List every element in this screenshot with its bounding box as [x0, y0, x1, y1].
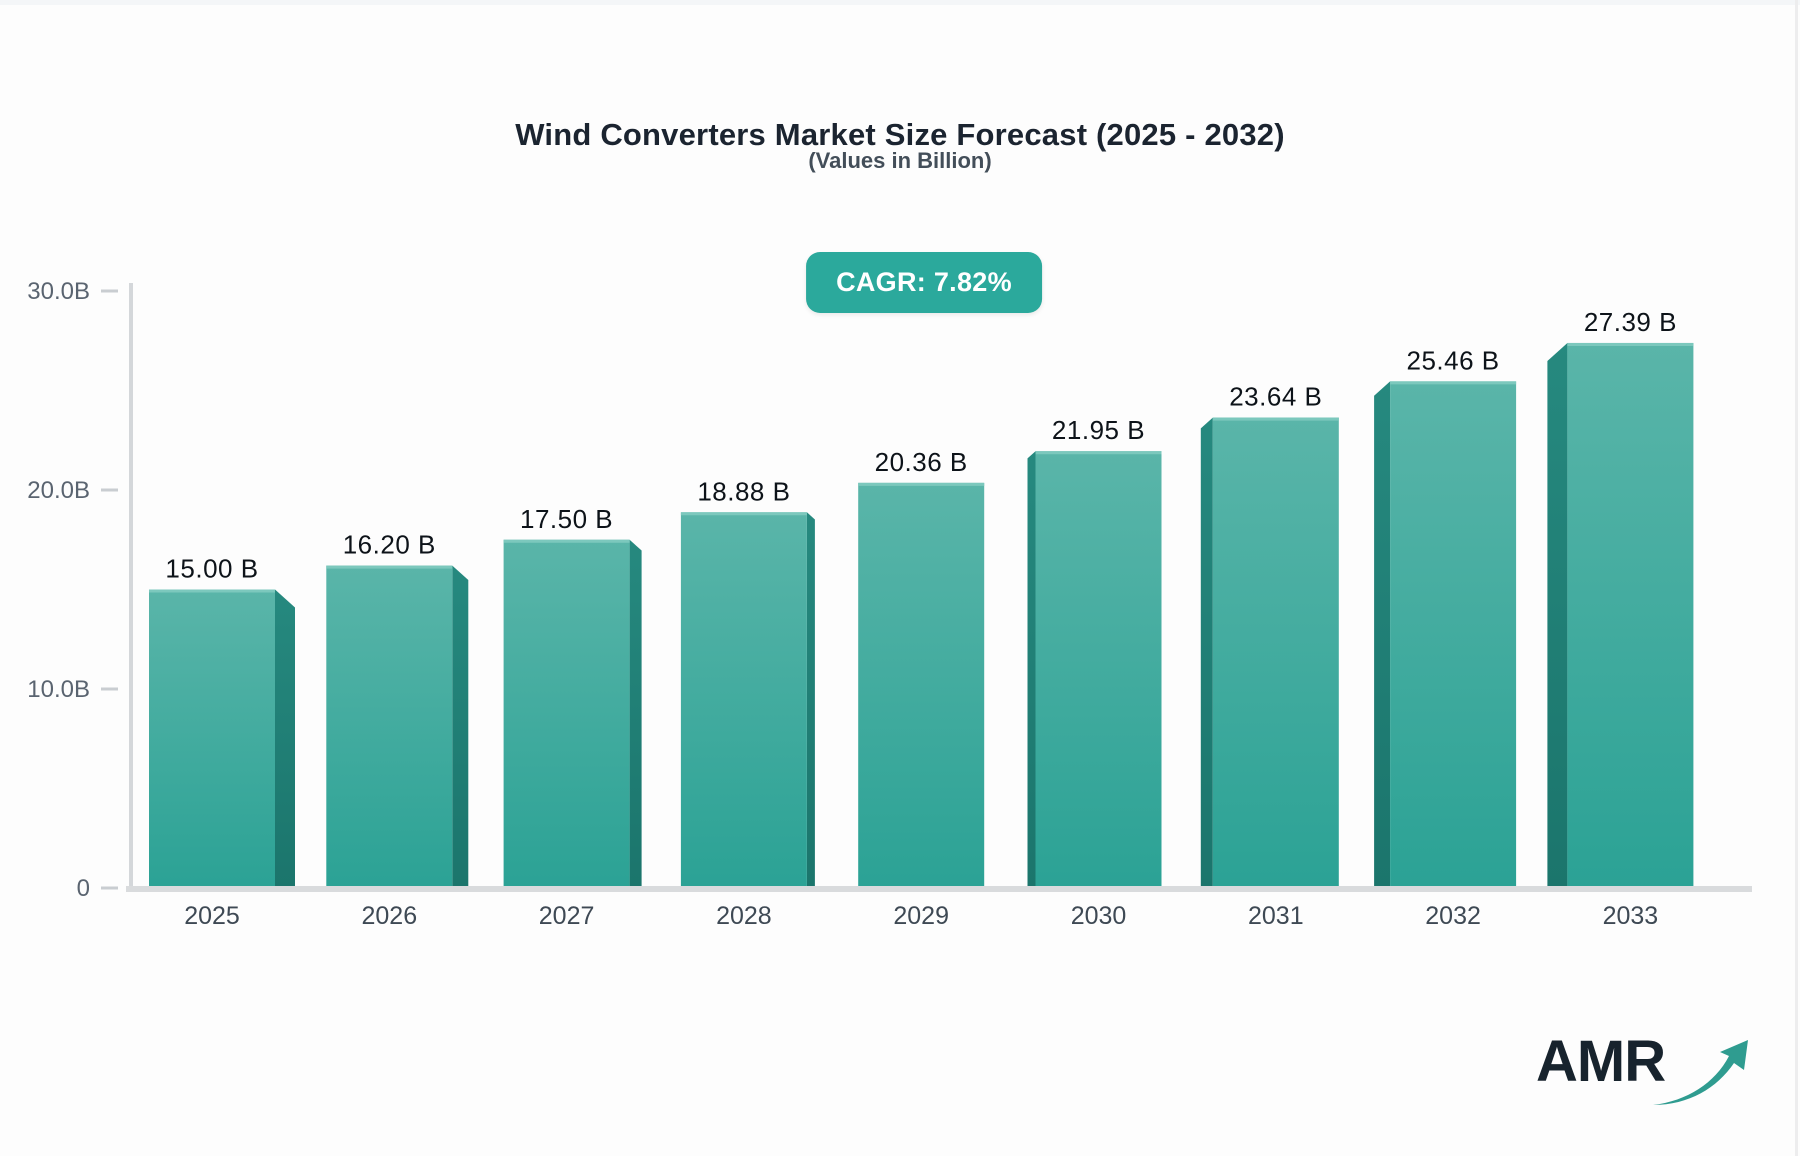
bar-2033[interactable] [1547, 342, 1694, 889]
y-axis-label: 20.0B [27, 477, 90, 504]
x-axis-label: 2029 [893, 902, 949, 930]
bar-value-label: 17.50 B [520, 504, 613, 534]
bar-front-face [1390, 381, 1517, 888]
bar-side-face [806, 512, 815, 888]
bar-value-label: 21.95 B [1052, 415, 1145, 445]
bar-2027[interactable] [503, 539, 642, 888]
x-axis-label: 2025 [184, 902, 240, 930]
window-top-edge [0, 0, 1800, 5]
x-axis-label: 2027 [539, 902, 595, 930]
bar-2029[interactable] [858, 482, 985, 888]
bar-side-face [1027, 451, 1036, 888]
bar-side-face [1200, 417, 1213, 888]
bar-2026[interactable] [326, 565, 469, 888]
bar-front-face [503, 539, 630, 888]
y-axis-line [129, 283, 133, 891]
bar-2031[interactable] [1200, 417, 1339, 888]
bar-value-label: 27.39 B [1584, 307, 1677, 337]
bar-front-face [326, 565, 453, 888]
x-axis-label: 2033 [1603, 902, 1659, 930]
bar-value-label: 16.20 B [343, 530, 436, 560]
bar-front-face [1567, 342, 1694, 889]
x-axis-baseline [126, 886, 1752, 892]
chart-title: Wind Converters Market Size Forecast (20… [515, 116, 1285, 152]
bar-2030[interactable] [1027, 451, 1162, 888]
cagr-badge: CAGR: 7.82% [806, 252, 1042, 313]
bar-2025[interactable] [149, 589, 295, 889]
bar-front-face [680, 512, 807, 888]
y-axis-label: 10.0B [27, 676, 90, 703]
bar-value-label: 20.36 B [875, 447, 968, 477]
amr-logo: AMR [1536, 1033, 1763, 1111]
bar-2028[interactable] [680, 512, 815, 888]
y-axis-label: 30.0B [27, 278, 90, 305]
window-right-edge [1795, 0, 1798, 1156]
bar-front-face [149, 589, 275, 888]
bar-side-face [1374, 381, 1391, 888]
x-axis-label: 2032 [1425, 902, 1481, 930]
bar-value-label: 15.00 B [165, 554, 258, 584]
bar-front-face [1212, 417, 1339, 888]
x-axis-label: 2030 [1071, 902, 1127, 930]
bar-front-face [1035, 451, 1162, 888]
bar-side-face [629, 539, 642, 888]
x-axis-label: 2028 [716, 902, 772, 930]
chart-subtitle: (Values in Billion) [808, 148, 992, 173]
bar-value-label: 18.88 B [697, 476, 790, 506]
amr-logo-text: AMR [1536, 1029, 1666, 1094]
x-axis-label: 2031 [1248, 902, 1304, 930]
bar-side-face [275, 589, 295, 888]
bar-value-label: 23.64 B [1229, 382, 1322, 412]
y-axis-label: 0 [77, 875, 90, 902]
bar-front-face [858, 482, 985, 888]
bar-value-label: 25.46 B [1407, 345, 1500, 375]
bar-side-face [452, 565, 469, 888]
amr-logo-arrow-icon [1653, 1040, 1749, 1105]
bar-side-face [1547, 342, 1568, 889]
x-axis-label: 2026 [361, 902, 417, 930]
bar-2032[interactable] [1374, 381, 1517, 888]
